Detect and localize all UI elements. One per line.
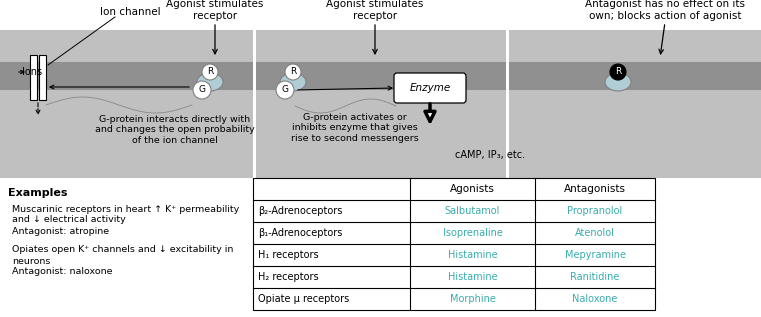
Circle shape <box>610 64 626 80</box>
Text: Isoprenaline: Isoprenaline <box>443 228 502 238</box>
Text: β₁-Adrenoceptors: β₁-Adrenoceptors <box>258 228 342 238</box>
Text: Atenolol: Atenolol <box>575 228 615 238</box>
Text: G: G <box>199 86 205 94</box>
Ellipse shape <box>605 73 631 91</box>
Ellipse shape <box>280 73 306 91</box>
Text: H₁ receptors: H₁ receptors <box>258 250 319 260</box>
Text: and ↓ electrical activity: and ↓ electrical activity <box>12 216 126 224</box>
Bar <box>256 30 506 178</box>
Text: Histamine: Histamine <box>447 250 497 260</box>
Bar <box>509 30 761 178</box>
Text: neurons: neurons <box>12 256 50 266</box>
Text: Agonist stimulates
receptor: Agonist stimulates receptor <box>167 0 264 21</box>
Bar <box>256 62 506 90</box>
Circle shape <box>285 64 301 80</box>
FancyBboxPatch shape <box>394 73 466 103</box>
Text: Ion channel: Ion channel <box>100 7 161 17</box>
Text: β₂-Adrenoceptors: β₂-Adrenoceptors <box>258 206 342 216</box>
Text: R: R <box>615 68 621 76</box>
Text: Antagonist has no effect on its
own; blocks action of agonist: Antagonist has no effect on its own; blo… <box>585 0 745 21</box>
Text: Agonist stimulates
receptor: Agonist stimulates receptor <box>326 0 424 21</box>
Circle shape <box>193 81 211 99</box>
Text: G-protein interacts directly with
and changes the open probability
of the ion ch: G-protein interacts directly with and ch… <box>95 115 255 145</box>
Circle shape <box>276 81 294 99</box>
Bar <box>30 55 37 100</box>
Text: Morphine: Morphine <box>450 294 495 304</box>
Text: Opiate μ receptors: Opiate μ receptors <box>258 294 349 304</box>
Circle shape <box>202 64 218 80</box>
Bar <box>39 55 46 100</box>
Text: Opiates open K⁺ channels and ↓ excitability in: Opiates open K⁺ channels and ↓ excitabil… <box>12 245 234 255</box>
Text: Enzyme: Enzyme <box>409 83 451 93</box>
Text: Examples: Examples <box>8 188 68 198</box>
Text: Muscarinic receptors in heart ↑ K⁺ permeability: Muscarinic receptors in heart ↑ K⁺ perme… <box>12 204 239 214</box>
Ellipse shape <box>197 73 223 91</box>
Text: Histamine: Histamine <box>447 272 497 282</box>
Text: Ions: Ions <box>22 67 42 77</box>
Text: Salbutamol: Salbutamol <box>445 206 500 216</box>
Text: Antagonist: atropine: Antagonist: atropine <box>12 227 109 236</box>
Text: Agonists: Agonists <box>450 184 495 194</box>
Bar <box>0 30 253 178</box>
Text: G-protein activates or
inhibits enzyme that gives
rise to second messengers: G-protein activates or inhibits enzyme t… <box>291 113 419 143</box>
Text: H₂ receptors: H₂ receptors <box>258 272 319 282</box>
Text: Mepyramine: Mepyramine <box>565 250 626 260</box>
Bar <box>253 178 655 310</box>
Text: Naloxone: Naloxone <box>572 294 618 304</box>
Text: Propranolol: Propranolol <box>568 206 622 216</box>
Text: Antagonist: naloxone: Antagonist: naloxone <box>12 268 113 276</box>
Text: G: G <box>282 86 288 94</box>
Text: R: R <box>290 68 296 76</box>
Text: cAMP, IP₃, etc.: cAMP, IP₃, etc. <box>455 150 525 160</box>
Text: Antagonists: Antagonists <box>564 184 626 194</box>
Text: R: R <box>207 68 213 76</box>
Text: Ranitidine: Ranitidine <box>570 272 619 282</box>
Bar <box>0 62 253 90</box>
Bar <box>509 62 761 90</box>
